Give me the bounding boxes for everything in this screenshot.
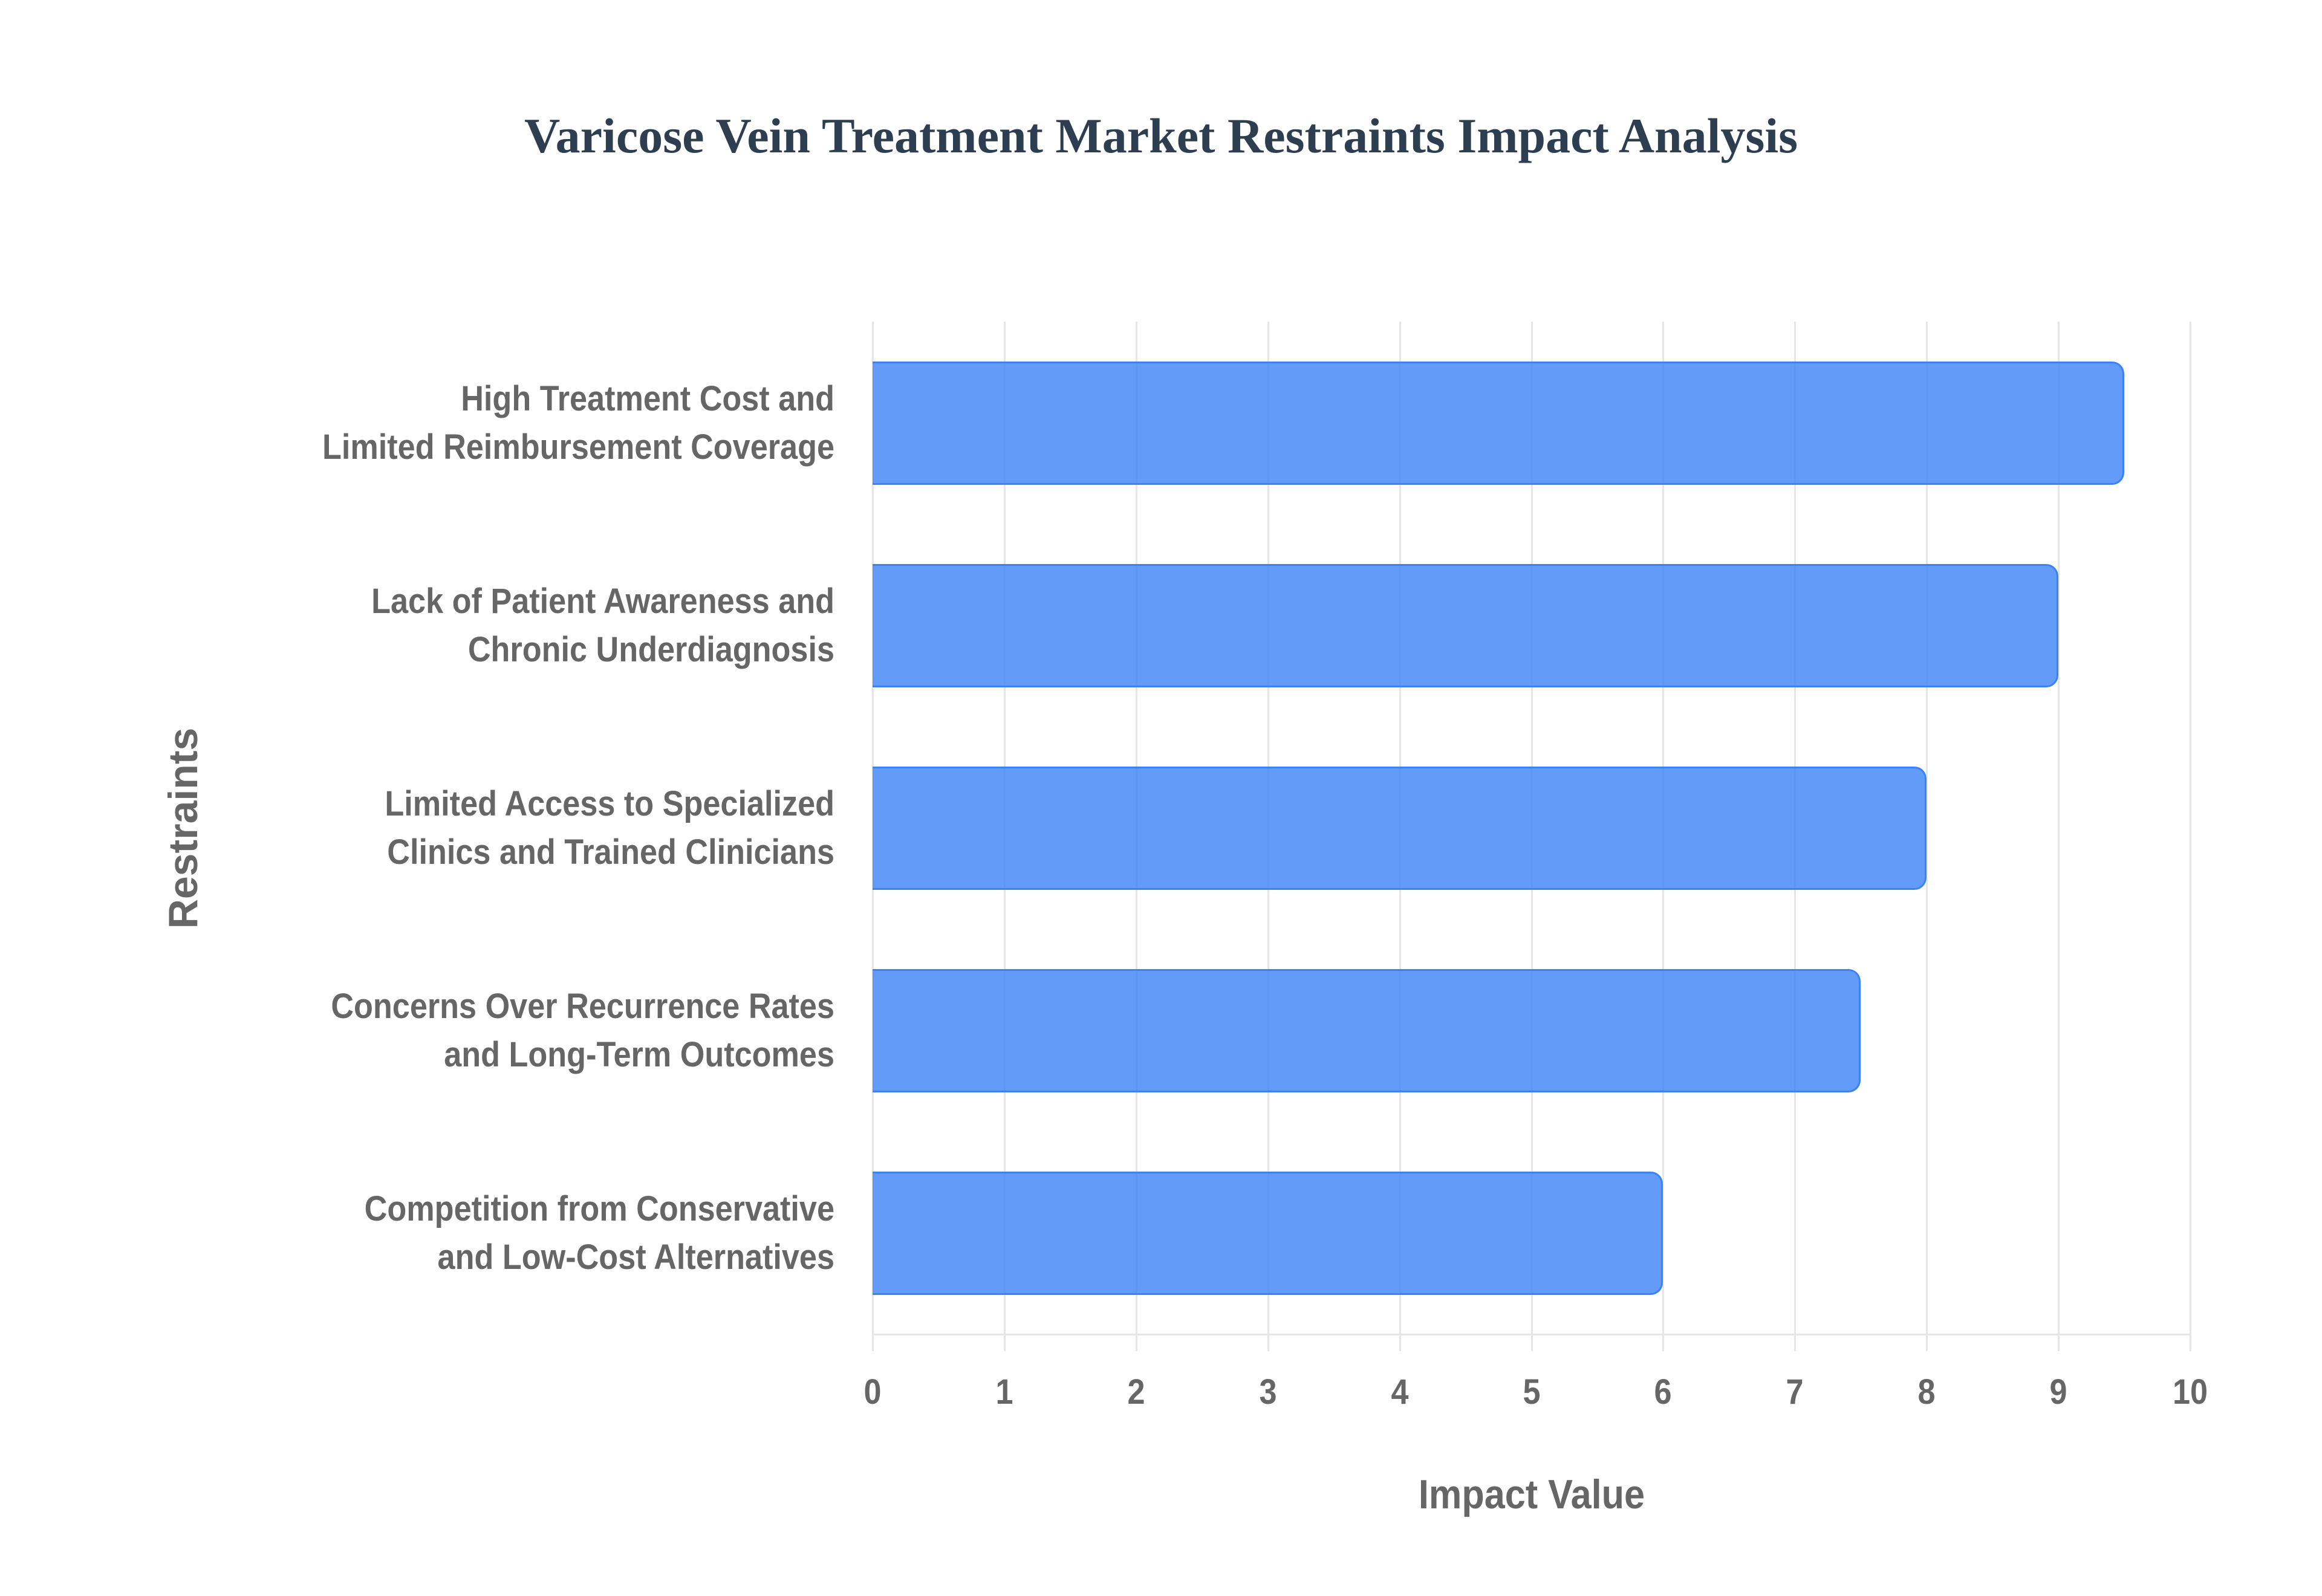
x-tick-label: 4 xyxy=(1391,1372,1409,1412)
x-tick-label: 7 xyxy=(1786,1372,1804,1412)
category-label: Lack of Patient Awareness and Chronic Un… xyxy=(236,577,834,674)
category-label-line: Lack of Patient Awareness and xyxy=(371,582,834,621)
category-label-line: Limited Access to Specialized xyxy=(385,784,834,823)
x-tick-label: 6 xyxy=(1654,1372,1672,1412)
category-label-line: Competition from Conservative xyxy=(364,1189,834,1228)
category-label-line: and Long-Term Outcomes xyxy=(444,1035,834,1074)
category-label: High Treatment Cost and Limited Reimburs… xyxy=(236,375,834,472)
x-tick-label: 0 xyxy=(863,1372,882,1412)
category-label-line: Concerns Over Recurrence Rates xyxy=(331,987,834,1026)
gridline xyxy=(2058,322,2060,1351)
y-axis-title: Restraints xyxy=(160,727,206,929)
bar[interactable] xyxy=(873,1171,1663,1295)
bar[interactable] xyxy=(873,563,2059,687)
x-tick-label: 2 xyxy=(1127,1372,1145,1412)
bar[interactable] xyxy=(873,361,2125,485)
gridline xyxy=(1926,322,1928,1351)
x-axis-line xyxy=(873,1334,2191,1335)
category-label-line: Clinics and Trained Clinicians xyxy=(387,832,834,872)
x-axis-title: Impact Value xyxy=(1418,1471,1645,1517)
category-label-line: High Treatment Cost and xyxy=(461,379,834,418)
category-label: Limited Access to Specialized Clinics an… xyxy=(236,780,834,877)
x-tick-label: 8 xyxy=(1917,1372,1936,1412)
bar[interactable] xyxy=(873,766,1927,890)
x-tick-label: 5 xyxy=(1522,1372,1541,1412)
x-tick-label: 1 xyxy=(995,1372,1013,1412)
gridline xyxy=(2190,322,2191,1351)
category-label: Competition from Conservative and Low-Co… xyxy=(236,1185,834,1282)
x-tick-label: 10 xyxy=(2172,1372,2208,1412)
bar[interactable] xyxy=(873,968,1861,1092)
category-label: Concerns Over Recurrence Rates and Long-… xyxy=(236,982,834,1079)
x-tick-label: 9 xyxy=(2049,1372,2067,1412)
category-label-line: Chronic Underdiagnosis xyxy=(467,630,834,669)
chart-title: Varicose Vein Treatment Market Restraint… xyxy=(524,108,1798,163)
category-label-line: Limited Reimbursement Coverage xyxy=(322,427,834,467)
category-label-line: and Low-Cost Alternatives xyxy=(437,1238,834,1277)
plot-area xyxy=(872,322,2191,1351)
x-tick-label: 3 xyxy=(1259,1372,1277,1412)
